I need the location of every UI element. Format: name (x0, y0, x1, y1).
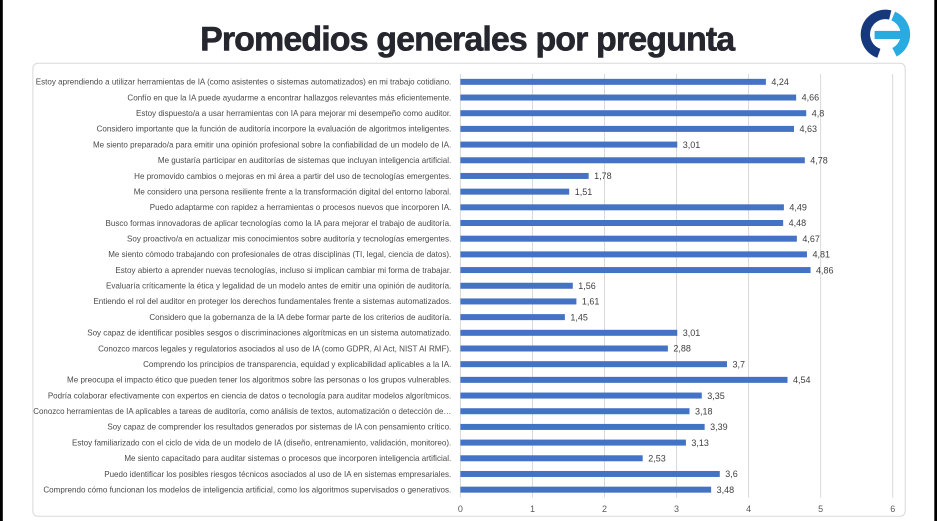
svg-text:4,81: 4,81 (812, 250, 830, 260)
svg-text:He promovido cambios o mejoras: He promovido cambios o mejoras en mi áre… (134, 172, 451, 181)
svg-text:4,78: 4,78 (810, 155, 828, 165)
svg-text:4: 4 (746, 504, 751, 514)
svg-text:3,48: 3,48 (717, 485, 735, 495)
svg-text:1,51: 1,51 (575, 187, 593, 197)
svg-text:2,53: 2,53 (648, 453, 666, 463)
svg-text:Me siento preparado/a para emi: Me siento preparado/a para emitir una op… (93, 140, 451, 149)
svg-text:3,01: 3,01 (683, 328, 701, 338)
svg-text:3,18: 3,18 (695, 406, 713, 416)
svg-text:4,67: 4,67 (802, 234, 820, 244)
svg-text:1: 1 (530, 504, 535, 514)
svg-text:Estoy dispuesto/a a usar herra: Estoy dispuesto/a a usar herramientas co… (136, 109, 451, 118)
svg-text:Busco formas innovadoras de ap: Busco formas innovadoras de aplicar tecn… (106, 219, 452, 228)
svg-text:Me gustaría participar en audi: Me gustaría participar en auditorías de … (158, 156, 451, 165)
svg-text:Considero que la gobernanza de: Considero que la gobernanza de la IA deb… (149, 313, 451, 322)
svg-text:2,88: 2,88 (673, 344, 691, 354)
svg-text:2: 2 (602, 504, 607, 514)
svg-text:Comprendo cómo funcionan los m: Comprendo cómo funcionan los modelos de … (43, 485, 451, 494)
svg-text:Me siento cómodo trabajando co: Me siento cómodo trabajando con profesio… (108, 250, 451, 259)
svg-text:4,63: 4,63 (799, 124, 817, 134)
svg-text:Puedo adaptarme con rapidez a: Puedo adaptarme con rapidez a herramient… (150, 203, 452, 212)
svg-text:3,7: 3,7 (732, 359, 745, 369)
svg-text:4,66: 4,66 (802, 93, 820, 103)
svg-text:4,86: 4,86 (816, 265, 834, 275)
svg-text:4,49: 4,49 (789, 203, 807, 213)
svg-text:6: 6 (890, 504, 895, 514)
svg-text:Evaluaría críticamente la étic: Evaluaría críticamente la ética y legali… (106, 282, 451, 291)
svg-text:3,35: 3,35 (707, 391, 725, 401)
svg-text:0: 0 (458, 504, 463, 514)
svg-text:4,48: 4,48 (789, 218, 807, 228)
svg-text:Estoy abierto a aprender nueva: Estoy abierto a aprender nuevas tecnolog… (115, 266, 451, 275)
svg-text:Considero importante que la fu: Considero importante que la función de a… (97, 125, 452, 134)
svg-text:1,45: 1,45 (570, 312, 588, 322)
svg-text:3,01: 3,01 (683, 140, 701, 150)
svg-text:Soy capaz de comprender los re: Soy capaz de comprender los resultados g… (107, 423, 451, 432)
svg-text:Soy capaz de identificar posib: Soy capaz de identificar posibles sesgos… (87, 329, 451, 338)
svg-text:1,61: 1,61 (582, 297, 600, 307)
svg-text:Comprendo los principios de tr: Comprendo los principios de transparenci… (143, 360, 451, 369)
svg-text:1,78: 1,78 (594, 171, 612, 181)
svg-text:Puedo identificar los posibles: Puedo identificar los posibles riesgos t… (104, 470, 451, 479)
svg-text:1,56: 1,56 (578, 281, 596, 291)
svg-text:5: 5 (818, 504, 823, 514)
svg-text:Soy proactivo/a en actualizar: Soy proactivo/a en actualizar mis conoci… (127, 234, 451, 243)
svg-text:Me preocupa el impacto ético q: Me preocupa el impacto ético que pueden … (67, 376, 451, 385)
svg-text:4,8: 4,8 (812, 108, 825, 118)
svg-text:3,13: 3,13 (691, 438, 709, 448)
svg-text:Podría colaborar efectivamente: Podría colaborar efectivamente con exper… (48, 391, 451, 400)
svg-text:Conozco marcos legales y regul: Conozco marcos legales y regulatorios as… (98, 344, 451, 353)
svg-text:Me considero una persona resil: Me considero una persona resiliente fren… (134, 187, 452, 196)
svg-text:Entiendo el rol del auditor en: Entiendo el rol del auditor en proteger … (93, 297, 451, 306)
svg-text:Promedios generales por pregun: Promedios generales por pregunta (200, 20, 736, 58)
svg-text:3: 3 (674, 504, 679, 514)
svg-text:Estoy aprendiendo a utilizar h: Estoy aprendiendo a utilizar herramienta… (36, 78, 452, 87)
svg-text:4,24: 4,24 (771, 77, 789, 87)
svg-text:Estoy familiarizado con el cic: Estoy familiarizado con el ciclo de vida… (72, 438, 451, 447)
svg-text:4,54: 4,54 (793, 375, 811, 385)
svg-text:Confío en que la IA puede ayud: Confío en que la IA puede ayudarme a enc… (127, 93, 451, 102)
svg-text:Me siento capacitado para audi: Me siento capacitado para auditar sistem… (124, 454, 451, 463)
svg-text:3,39: 3,39 (710, 422, 728, 432)
svg-text:3,6: 3,6 (725, 469, 738, 479)
svg-text:Conozco herramientas de IA apl: Conozco herramientas de IA aplicables a … (33, 407, 451, 416)
